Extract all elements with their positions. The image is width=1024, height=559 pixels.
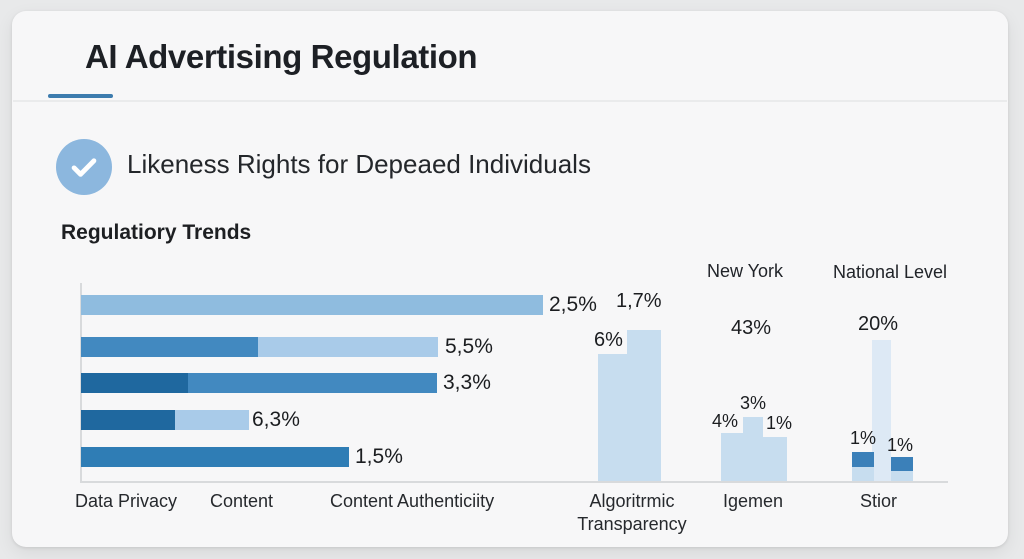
bar-value-label: 4% xyxy=(712,411,739,431)
h-bar-segment xyxy=(81,410,175,430)
v-bar-segment xyxy=(721,433,743,481)
x-axis-label: Algoritrmic Transparency xyxy=(577,491,687,534)
bar-value-label: 1% xyxy=(850,428,877,448)
bar-value-label: 1% xyxy=(766,413,793,433)
v-bar-segment xyxy=(763,437,787,481)
title-accent-line xyxy=(48,94,113,98)
x-axis-label: Content Authenticiity xyxy=(330,491,495,511)
header-divider xyxy=(13,100,1007,102)
bar-value-label: 6% xyxy=(592,328,627,354)
page-title: AI Advertising Regulation xyxy=(85,38,478,75)
bar-value-label: 1,5% xyxy=(355,445,403,468)
bar-value-label: 3% xyxy=(740,393,767,413)
subtitle-text: Likeness Rights for Depeaed Individuals xyxy=(127,149,591,179)
h-bar-segment xyxy=(81,373,188,393)
v-bar-segment xyxy=(852,452,874,467)
h-bar-segment xyxy=(175,410,249,430)
h-bar-segment xyxy=(81,295,543,315)
v-bar-segment xyxy=(598,330,661,481)
x-axis-label: Igemen xyxy=(723,491,784,511)
x-axis-label: Stior xyxy=(860,491,898,511)
checkmark-glyph xyxy=(71,158,97,177)
bar-value-label: 1,7% xyxy=(616,290,662,312)
v-bar-segment xyxy=(891,457,913,471)
check-icon xyxy=(56,139,112,195)
bar-value-label: 20% xyxy=(858,313,899,335)
h-bar-segment xyxy=(258,337,438,357)
bar-value-label: 2,5% xyxy=(549,293,597,316)
x-axis-line xyxy=(80,481,948,483)
bar-value-label: 3,3% xyxy=(443,371,491,394)
v-bar-segment xyxy=(743,417,763,481)
x-axis-label: Data Privacy xyxy=(75,491,178,511)
x-axis-label: Content xyxy=(210,491,274,511)
h-bar-segment xyxy=(81,447,349,467)
h-bar-segment xyxy=(188,373,437,393)
section-heading: Regulatiory Trends xyxy=(61,221,252,244)
v-bar-segment xyxy=(872,340,891,481)
v-bar-segment xyxy=(852,467,874,481)
h-bar-segment xyxy=(81,337,258,357)
v-bar-segment xyxy=(891,471,913,481)
bar-value-label: 5,5% xyxy=(445,335,493,358)
chart-group-header: National Level xyxy=(832,262,948,282)
chart-group-header: New York xyxy=(706,261,784,281)
bar-value-label: 1% xyxy=(887,435,914,455)
bar-value-label: 6,3% xyxy=(252,408,300,431)
bar-value-label: 43% xyxy=(731,317,772,339)
